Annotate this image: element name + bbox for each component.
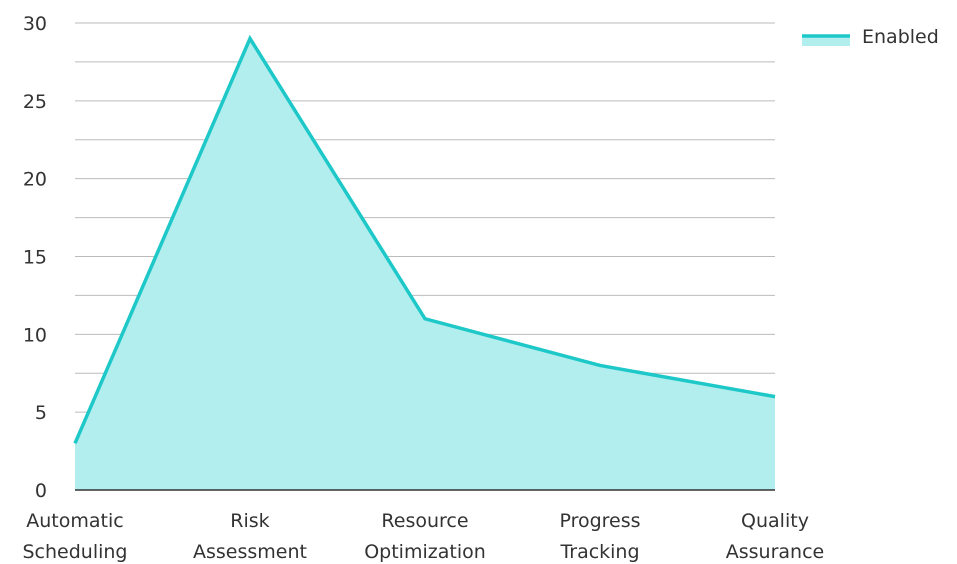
legend[interactable]: Enabled — [802, 26, 939, 48]
x-tick-label: Progress Tracking — [559, 510, 640, 563]
y-tick-label: 10 — [23, 324, 47, 346]
y-tick-label: 20 — [23, 169, 47, 191]
x-tick-label: Risk Assessment — [193, 510, 307, 563]
legend-label: Enabled — [862, 26, 939, 48]
y-tick-label: 5 — [35, 402, 47, 424]
x-tick-label: Resource Optimization — [364, 510, 486, 563]
x-tick-label: Automatic Scheduling — [22, 510, 127, 563]
x-axis-ticks: Automatic Scheduling Risk Assessment Resourc… — [22, 510, 824, 563]
legend-swatch-fill — [802, 36, 850, 46]
series-area-fill — [75, 38, 775, 491]
y-tick-label: 25 — [23, 91, 47, 113]
y-tick-label: 15 — [23, 247, 47, 269]
y-axis-ticks: 0 5 10 15 20 25 30 — [23, 13, 47, 502]
area-layer — [73, 34, 776, 491]
y-tick-label: 0 — [35, 480, 47, 502]
y-tick-label: 30 — [23, 13, 47, 35]
x-tick-label: Quality Assurance — [726, 510, 824, 563]
